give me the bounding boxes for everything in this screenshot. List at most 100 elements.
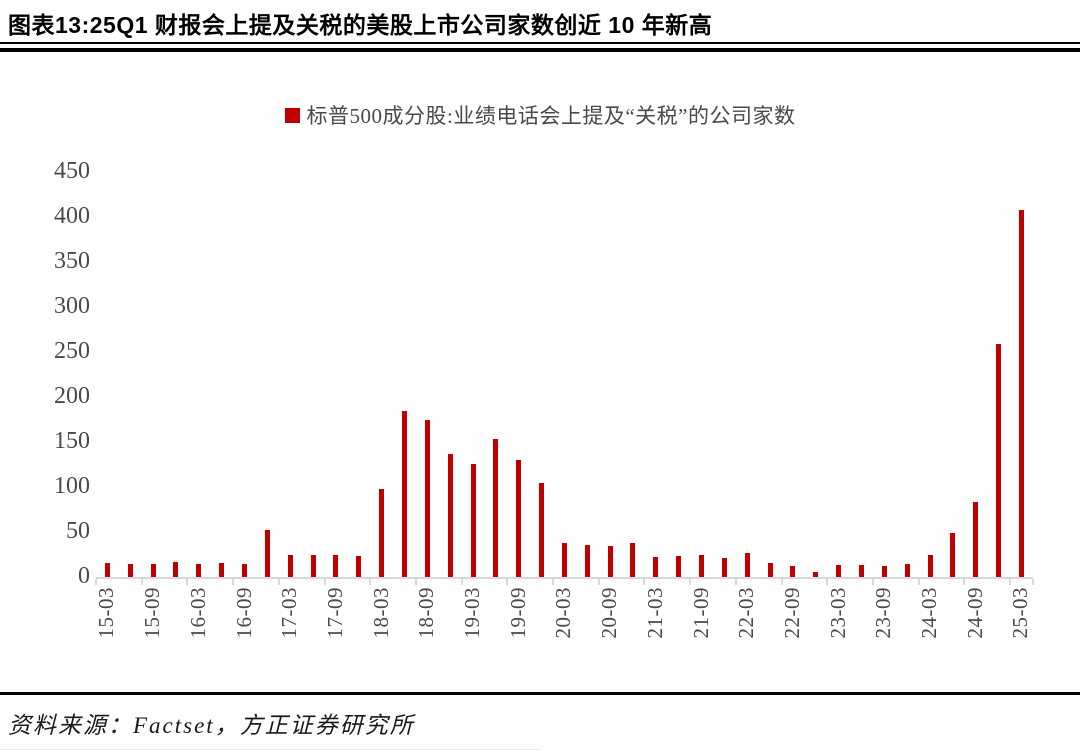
x-axis-tick [414,579,417,585]
x-tick-label: 17-09 [322,587,347,639]
x-axis-tick [323,579,326,585]
legend-label: 标普500成分股:业绩电话会上提及“关税”的公司家数 [306,104,796,128]
bar-23-12 [904,564,910,577]
x-tick-label: 15-09 [140,587,165,639]
bar-16-03 [196,564,202,577]
x-tick-label: 22-09 [779,587,804,639]
x-axis-tick [780,579,783,585]
bar-17-03 [287,554,293,577]
x-axis-tick [369,579,372,585]
x-tick-label: 21-03 [642,587,667,639]
bar-15-03 [104,562,110,577]
x-axis-tick [689,579,692,585]
y-tick-label: 150 [54,428,90,454]
x-axis-tick [734,579,737,585]
x-axis-tick [232,579,235,585]
x-axis-tick [917,579,920,585]
bar-20-06 [584,544,590,577]
bar-18-06 [401,410,407,577]
bar-22-12 [813,571,819,577]
y-tick-label: 350 [54,248,90,274]
x-axis-tick [460,579,463,585]
source-note: 资料来源：Factset，方正证券研究所 [8,713,415,738]
bar-18-12 [447,453,453,577]
bar-24-12 [996,343,1002,577]
bar-20-03 [561,542,567,577]
x-tick-label: 23-09 [871,587,896,639]
bar-24-03 [927,555,933,577]
bar-21-09 [699,554,705,577]
x-axis-tick [597,579,600,585]
bar-16-06 [219,562,225,577]
x-tick-label: 16-03 [185,587,210,639]
y-tick-label: 50 [66,518,90,544]
x-tick-label: 17-03 [277,587,302,639]
x-tick-label: 20-09 [597,587,622,639]
chart-legend: 标普500成分股:业绩电话会上提及“关税”的公司家数 [0,100,1080,130]
legend-square-icon [284,107,300,123]
x-tick-label: 20-03 [551,587,576,639]
bar-24-09 [973,502,979,577]
bar-16-09 [242,564,248,577]
bar-21-06 [676,556,682,577]
y-tick-label: 250 [54,338,90,364]
x-tick-label: 22-03 [734,587,759,639]
bar-23-09 [881,566,887,577]
x-axis-tick [963,579,966,585]
bar-18-09 [424,419,430,577]
bar-19-09 [516,460,522,577]
bar-21-03 [653,557,659,577]
bar-19-12 [539,482,545,577]
bar-15-06 [127,564,133,577]
bottom-border [0,749,540,750]
x-tick-label: 18-09 [414,587,439,639]
bar-23-03 [836,565,842,577]
x-axis-tick [1009,579,1011,585]
bar-20-12 [630,542,636,577]
x-tick-label: 25-03 [1008,587,1033,639]
x-axis-tick [1031,579,1034,585]
bar-17-06 [310,555,316,577]
x-tick-label: 21-09 [688,587,713,639]
footer-divider [0,692,1080,695]
bar-16-12 [264,530,270,577]
x-axis-tick [506,579,509,585]
bar-22-09 [790,566,796,577]
x-axis-tick [552,579,554,585]
x-tick-label: 16-09 [231,587,256,639]
x-tick-label: 19-03 [460,587,485,639]
y-tick-label: 300 [54,293,90,319]
x-tick-label: 19-09 [505,587,530,639]
y-tick-label: 450 [54,158,90,184]
bar-23-06 [858,565,864,577]
bar-19-06 [493,439,499,577]
x-tick-label: 24-03 [917,587,942,639]
bar-25-03 [1018,209,1024,577]
x-axis-tick [643,579,646,585]
x-tick-label: 24-09 [962,587,987,639]
y-tick-label: 200 [54,383,90,409]
x-axis-tick [186,579,189,585]
bar-18-03 [379,488,385,577]
title-divider [0,42,1080,52]
bar-17-09 [333,554,339,577]
page-title: 图表13:25Q1 财报会上提及关税的美股上市公司家数创近 10 年新高 [8,12,713,38]
x-axis-tick [871,579,874,585]
y-tick-label: 100 [54,473,90,499]
bar-24-06 [950,532,956,577]
x-axis-tick [140,579,143,585]
x-tick-label: 23-03 [825,587,850,639]
x-axis-tick [826,579,829,585]
bar-20-09 [607,545,613,577]
bar-19-03 [470,463,476,577]
bar-15-09 [150,563,156,577]
x-axis-tick [95,579,97,585]
bar-17-12 [356,556,362,577]
x-axis-line [96,577,1033,579]
bar-21-12 [721,558,727,577]
y-tick-label: 0 [78,563,90,589]
bar-22-06 [767,562,773,577]
x-tick-label: 18-03 [368,587,393,639]
x-axis-tick [277,579,280,585]
